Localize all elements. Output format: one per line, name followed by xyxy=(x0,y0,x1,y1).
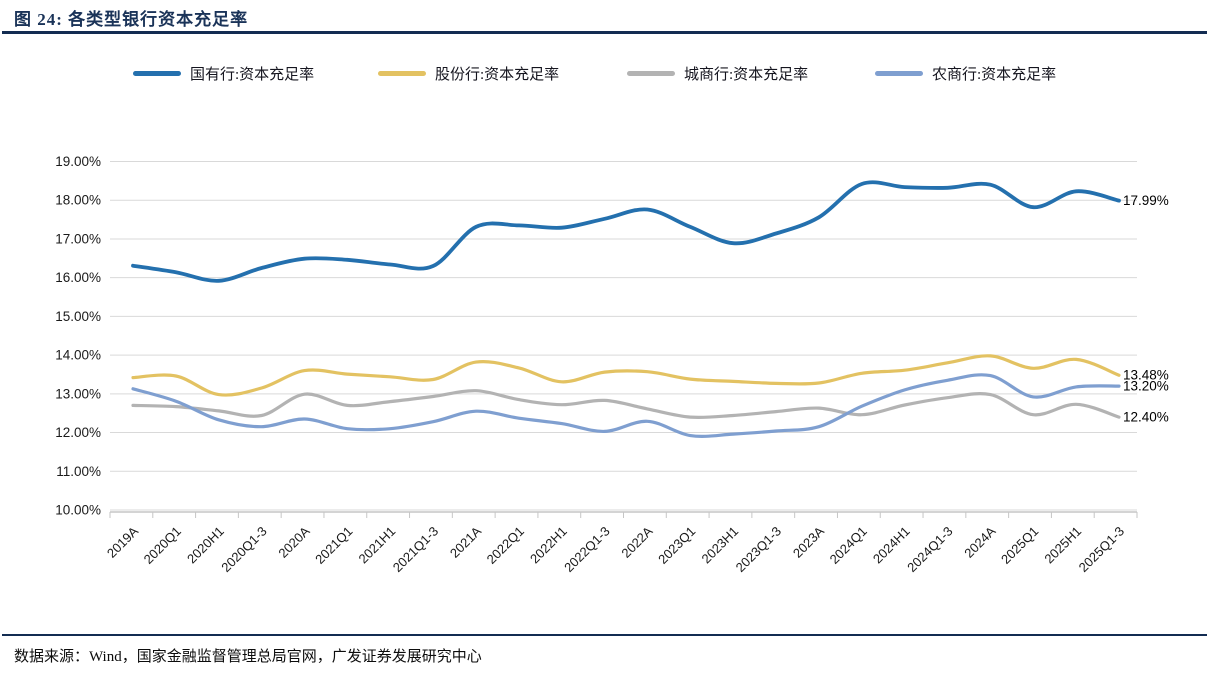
chart-legend: 国有行:资本充足率 股份行:资本充足率 城商行:资本充足率 农商行:资本充足率 xyxy=(0,63,1209,83)
series-line-1 xyxy=(131,354,1121,397)
y-axis-tick-label: 12.00% xyxy=(55,425,101,440)
x-axis-tick-label: 2022Q1-3 xyxy=(561,524,612,575)
series-end-label-0: 17.99% xyxy=(1123,193,1169,208)
series-line-3 xyxy=(131,373,1121,439)
legend-item-joint-stock-banks: 股份行:资本充足率 xyxy=(378,63,559,84)
x-axis-tick-label: 2020Q1 xyxy=(141,524,184,567)
series-end-label-3: 13.20% xyxy=(1123,379,1169,394)
y-axis-tick-label: 18.00% xyxy=(55,193,101,208)
legend-swatch-rural-commercial-banks xyxy=(875,71,923,76)
y-axis-tick-label: 15.00% xyxy=(55,309,101,324)
legend-item-rural-commercial-banks: 农商行:资本充足率 xyxy=(875,63,1056,84)
legend-swatch-city-commercial-banks xyxy=(627,71,675,76)
x-axis-tick-label: 2019A xyxy=(104,523,141,560)
x-axis-tick-label: 2025Q1-3 xyxy=(1076,524,1127,575)
legend-item-city-commercial-banks: 城商行:资本充足率 xyxy=(627,63,808,84)
x-axis-tick-label: 2024H1 xyxy=(870,524,913,567)
legend-label: 城商行:资本充足率 xyxy=(684,67,809,83)
x-axis-tick-label: 2024A xyxy=(961,523,998,560)
series-line-0 xyxy=(131,180,1121,283)
x-axis-tick-label: 2022H1 xyxy=(527,524,570,567)
x-axis-tick-label: 2020A xyxy=(275,523,312,560)
x-axis-tick-label: 2022A xyxy=(618,523,655,560)
series-end-label-2: 12.40% xyxy=(1123,410,1169,425)
x-axis-tick-label: 2024Q1-3 xyxy=(904,524,955,575)
x-axis-tick-label: 2025H1 xyxy=(1041,524,1084,567)
y-axis-tick-label: 16.00% xyxy=(55,270,101,285)
y-axis-tick-label: 19.00% xyxy=(55,154,101,169)
source-divider xyxy=(2,634,1207,636)
x-axis-tick-label: 2020H1 xyxy=(184,524,227,567)
y-axis-tick-label: 14.00% xyxy=(55,348,101,363)
x-axis-tick-label: 2021H1 xyxy=(356,524,399,567)
x-axis-tick-label: 2022Q1 xyxy=(484,524,527,567)
series-line-2 xyxy=(131,389,1121,419)
legend-swatch-state-owned-banks xyxy=(133,71,181,76)
legend-item-state-owned-banks: 国有行:资本充足率 xyxy=(133,63,314,84)
legend-label: 股份行:资本充足率 xyxy=(435,67,560,83)
x-axis-tick-label: 2025Q1 xyxy=(998,524,1041,567)
legend-label: 农商行:资本充足率 xyxy=(932,67,1057,83)
y-axis-tick-label: 17.00% xyxy=(55,231,101,246)
title-divider xyxy=(2,31,1207,34)
x-axis-tick-label: 2021Q1 xyxy=(312,524,355,567)
x-axis-tick-label: 2020Q1-3 xyxy=(218,524,269,575)
x-axis-tick-label: 2021Q1-3 xyxy=(390,524,441,575)
x-axis-tick-label: 2021A xyxy=(447,523,484,560)
x-axis-tick-label: 2023H1 xyxy=(698,524,741,567)
y-axis-tick-label: 10.00% xyxy=(55,502,101,517)
legend-swatch-joint-stock-banks xyxy=(378,71,426,76)
x-axis-tick-label: 2023Q1-3 xyxy=(733,524,784,575)
x-axis-tick-label: 2024Q1 xyxy=(827,524,870,567)
x-axis-tick-label: 2023A xyxy=(790,523,827,560)
data-source: 数据来源：Wind，国家金融监督管理总局官网，广发证券发展研究中心 xyxy=(14,649,482,665)
x-axis-tick-label: 2023Q1 xyxy=(655,524,698,567)
figure-title: 图 24: 各类型银行资本充足率 xyxy=(14,10,249,29)
legend-label: 国有行:资本充足率 xyxy=(190,67,315,83)
y-axis-tick-label: 11.00% xyxy=(56,464,101,479)
series-end-label-1: 13.48% xyxy=(1123,368,1169,383)
y-axis-tick-label: 13.00% xyxy=(55,386,101,401)
